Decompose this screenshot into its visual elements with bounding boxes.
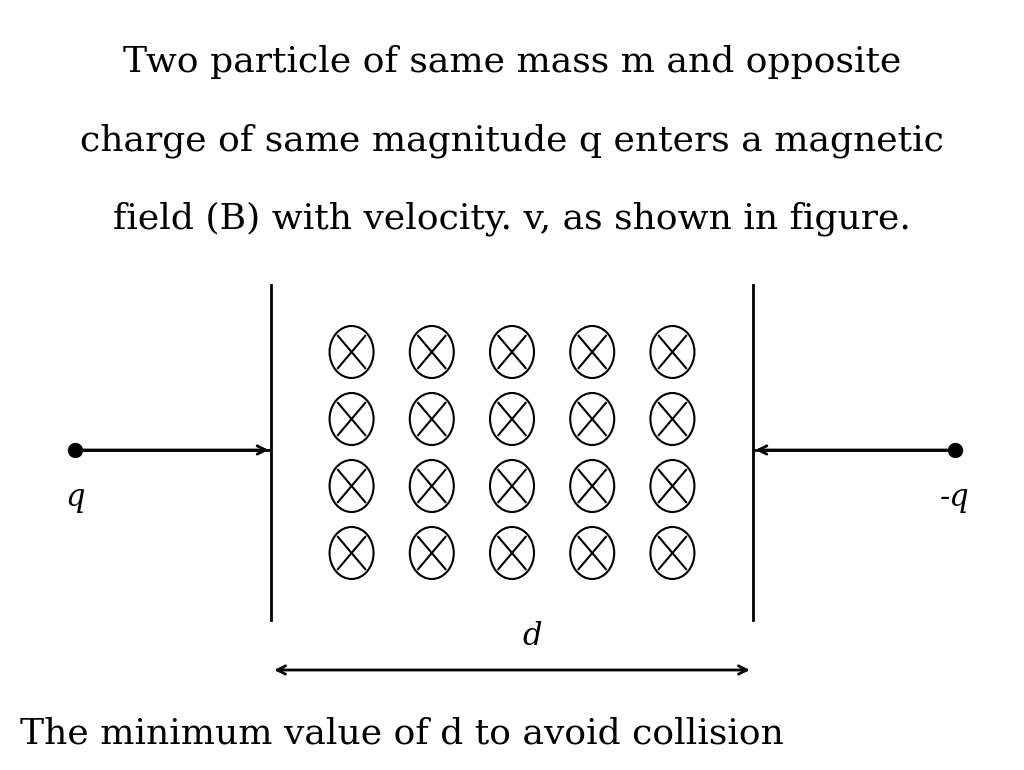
Text: -q: -q <box>940 482 970 513</box>
Text: The minimum value of d to avoid collision: The minimum value of d to avoid collisio… <box>20 716 784 750</box>
Text: charge of same magnitude q enters a magnetic: charge of same magnitude q enters a magn… <box>80 123 944 158</box>
Text: Two particle of same mass m and opposite: Two particle of same mass m and opposite <box>123 45 901 79</box>
Text: field (B) with velocity. v, as shown in figure.: field (B) with velocity. v, as shown in … <box>113 201 911 236</box>
Text: d: d <box>522 621 542 652</box>
Text: q: q <box>66 482 85 513</box>
